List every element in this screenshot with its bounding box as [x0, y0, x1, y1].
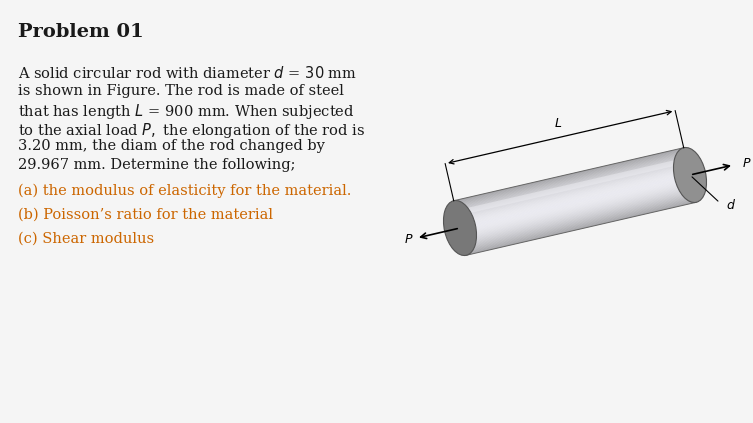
Polygon shape [461, 180, 691, 233]
Polygon shape [457, 161, 687, 215]
Polygon shape [462, 183, 692, 237]
Polygon shape [464, 192, 694, 246]
Polygon shape [455, 152, 685, 206]
Polygon shape [454, 148, 684, 201]
Polygon shape [456, 158, 686, 212]
Polygon shape [464, 191, 694, 245]
Polygon shape [460, 176, 691, 229]
Text: that has length $L$ = 900 mm. When subjected: that has length $L$ = 900 mm. When subje… [18, 102, 355, 121]
Polygon shape [456, 157, 686, 211]
Polygon shape [457, 163, 687, 217]
Polygon shape [460, 175, 691, 229]
Polygon shape [456, 155, 685, 209]
Polygon shape [456, 157, 687, 216]
Text: (c) Shear modulus: (c) Shear modulus [18, 232, 154, 246]
Polygon shape [455, 152, 684, 206]
Text: $d$: $d$ [726, 198, 736, 212]
Text: Problem 01: Problem 01 [18, 23, 144, 41]
Polygon shape [462, 181, 691, 235]
Polygon shape [461, 178, 691, 231]
Polygon shape [465, 193, 694, 247]
Polygon shape [456, 159, 687, 213]
Polygon shape [456, 159, 687, 212]
Text: is shown in Figure. The rod is made of steel: is shown in Figure. The rod is made of s… [18, 83, 344, 97]
Polygon shape [459, 171, 689, 225]
Polygon shape [461, 179, 691, 233]
Polygon shape [463, 189, 694, 242]
Text: 29.967 mm. Determine the following;: 29.967 mm. Determine the following; [18, 157, 295, 171]
Polygon shape [456, 157, 686, 210]
Polygon shape [457, 162, 687, 216]
Text: to the axial load $P,$ the elongation of the rod is: to the axial load $P,$ the elongation of… [18, 121, 365, 140]
Polygon shape [460, 176, 691, 230]
Polygon shape [465, 194, 694, 248]
Polygon shape [459, 170, 689, 224]
Polygon shape [459, 170, 689, 223]
Polygon shape [464, 191, 694, 244]
Ellipse shape [673, 148, 706, 203]
Polygon shape [465, 200, 696, 253]
Text: (a) the modulus of elasticity for the material.: (a) the modulus of elasticity for the ma… [18, 184, 352, 198]
Polygon shape [465, 198, 695, 251]
Polygon shape [463, 190, 694, 244]
Polygon shape [459, 169, 689, 222]
Polygon shape [457, 163, 687, 217]
Polygon shape [465, 198, 696, 252]
Polygon shape [456, 154, 685, 208]
Text: (b) Poisson’s ratio for the material: (b) Poisson’s ratio for the material [18, 208, 273, 222]
Polygon shape [463, 190, 694, 243]
Polygon shape [459, 172, 689, 225]
Polygon shape [455, 153, 685, 207]
Text: $L$: $L$ [554, 117, 562, 130]
Polygon shape [462, 187, 693, 240]
Polygon shape [459, 168, 688, 222]
Polygon shape [454, 150, 684, 203]
Polygon shape [465, 196, 695, 250]
Polygon shape [462, 186, 693, 239]
Polygon shape [460, 174, 690, 228]
Polygon shape [462, 184, 692, 238]
Polygon shape [462, 182, 692, 236]
Polygon shape [465, 197, 695, 250]
Polygon shape [465, 199, 696, 253]
Polygon shape [455, 154, 685, 208]
Polygon shape [463, 188, 694, 242]
Text: A solid circular rod with diameter $d$ = $30$ mm: A solid circular rod with diameter $d$ =… [18, 65, 357, 81]
Polygon shape [458, 166, 688, 220]
Polygon shape [454, 149, 684, 203]
Polygon shape [465, 195, 695, 248]
Polygon shape [455, 151, 684, 205]
Polygon shape [462, 185, 693, 239]
Polygon shape [462, 181, 691, 234]
Polygon shape [459, 173, 690, 227]
Polygon shape [464, 193, 694, 247]
Polygon shape [462, 184, 692, 238]
Polygon shape [457, 161, 687, 214]
Polygon shape [461, 177, 691, 231]
Text: $P$: $P$ [404, 233, 413, 247]
Polygon shape [454, 148, 684, 202]
Polygon shape [466, 201, 696, 255]
Polygon shape [466, 202, 697, 255]
Polygon shape [458, 164, 687, 218]
Ellipse shape [444, 201, 477, 255]
Polygon shape [461, 179, 691, 232]
Text: $P$: $P$ [742, 157, 751, 170]
Polygon shape [466, 200, 696, 254]
Polygon shape [456, 160, 687, 214]
Polygon shape [463, 187, 693, 241]
Text: 3.20 mm, the diam of the rod changed by: 3.20 mm, the diam of the rod changed by [18, 139, 325, 153]
Polygon shape [458, 165, 688, 219]
Polygon shape [462, 182, 692, 236]
Polygon shape [459, 173, 690, 227]
Polygon shape [458, 165, 687, 218]
Polygon shape [459, 172, 690, 226]
Polygon shape [465, 195, 695, 249]
Polygon shape [458, 167, 688, 220]
Polygon shape [456, 156, 686, 209]
Polygon shape [454, 151, 684, 204]
Polygon shape [459, 168, 688, 221]
